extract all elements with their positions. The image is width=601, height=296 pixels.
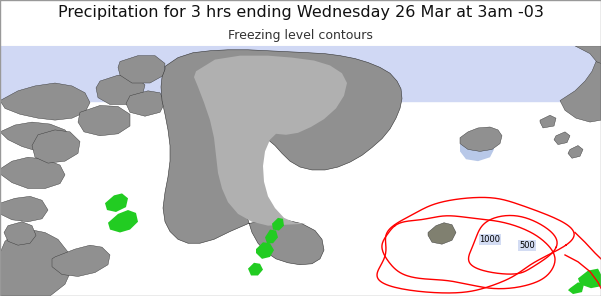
- Text: 1000: 1000: [480, 235, 501, 244]
- Polygon shape: [568, 282, 584, 294]
- Text: 500: 500: [519, 241, 535, 250]
- Polygon shape: [428, 223, 456, 244]
- Polygon shape: [52, 245, 110, 276]
- Polygon shape: [0, 122, 72, 152]
- Polygon shape: [0, 196, 48, 222]
- Polygon shape: [96, 75, 145, 104]
- Text: Freezing level contours: Freezing level contours: [228, 29, 373, 42]
- Polygon shape: [248, 263, 263, 276]
- Polygon shape: [0, 157, 65, 189]
- Polygon shape: [32, 130, 80, 163]
- Polygon shape: [460, 127, 502, 151]
- Polygon shape: [194, 56, 347, 226]
- Polygon shape: [575, 46, 601, 73]
- Polygon shape: [0, 230, 72, 296]
- Polygon shape: [78, 105, 130, 136]
- Polygon shape: [265, 230, 278, 243]
- Polygon shape: [578, 269, 601, 288]
- Polygon shape: [554, 132, 570, 144]
- Polygon shape: [0, 83, 90, 120]
- Polygon shape: [161, 50, 402, 265]
- Polygon shape: [108, 210, 138, 232]
- Polygon shape: [460, 138, 494, 161]
- Polygon shape: [4, 222, 36, 245]
- Polygon shape: [256, 242, 274, 259]
- Polygon shape: [105, 193, 128, 212]
- Polygon shape: [560, 62, 601, 122]
- Polygon shape: [118, 56, 165, 83]
- Polygon shape: [568, 146, 583, 158]
- Polygon shape: [272, 218, 284, 231]
- Polygon shape: [540, 115, 556, 128]
- Polygon shape: [126, 91, 165, 116]
- Text: Precipitation for 3 hrs ending Wednesday 26 Mar at 3am -03: Precipitation for 3 hrs ending Wednesday…: [58, 5, 543, 20]
